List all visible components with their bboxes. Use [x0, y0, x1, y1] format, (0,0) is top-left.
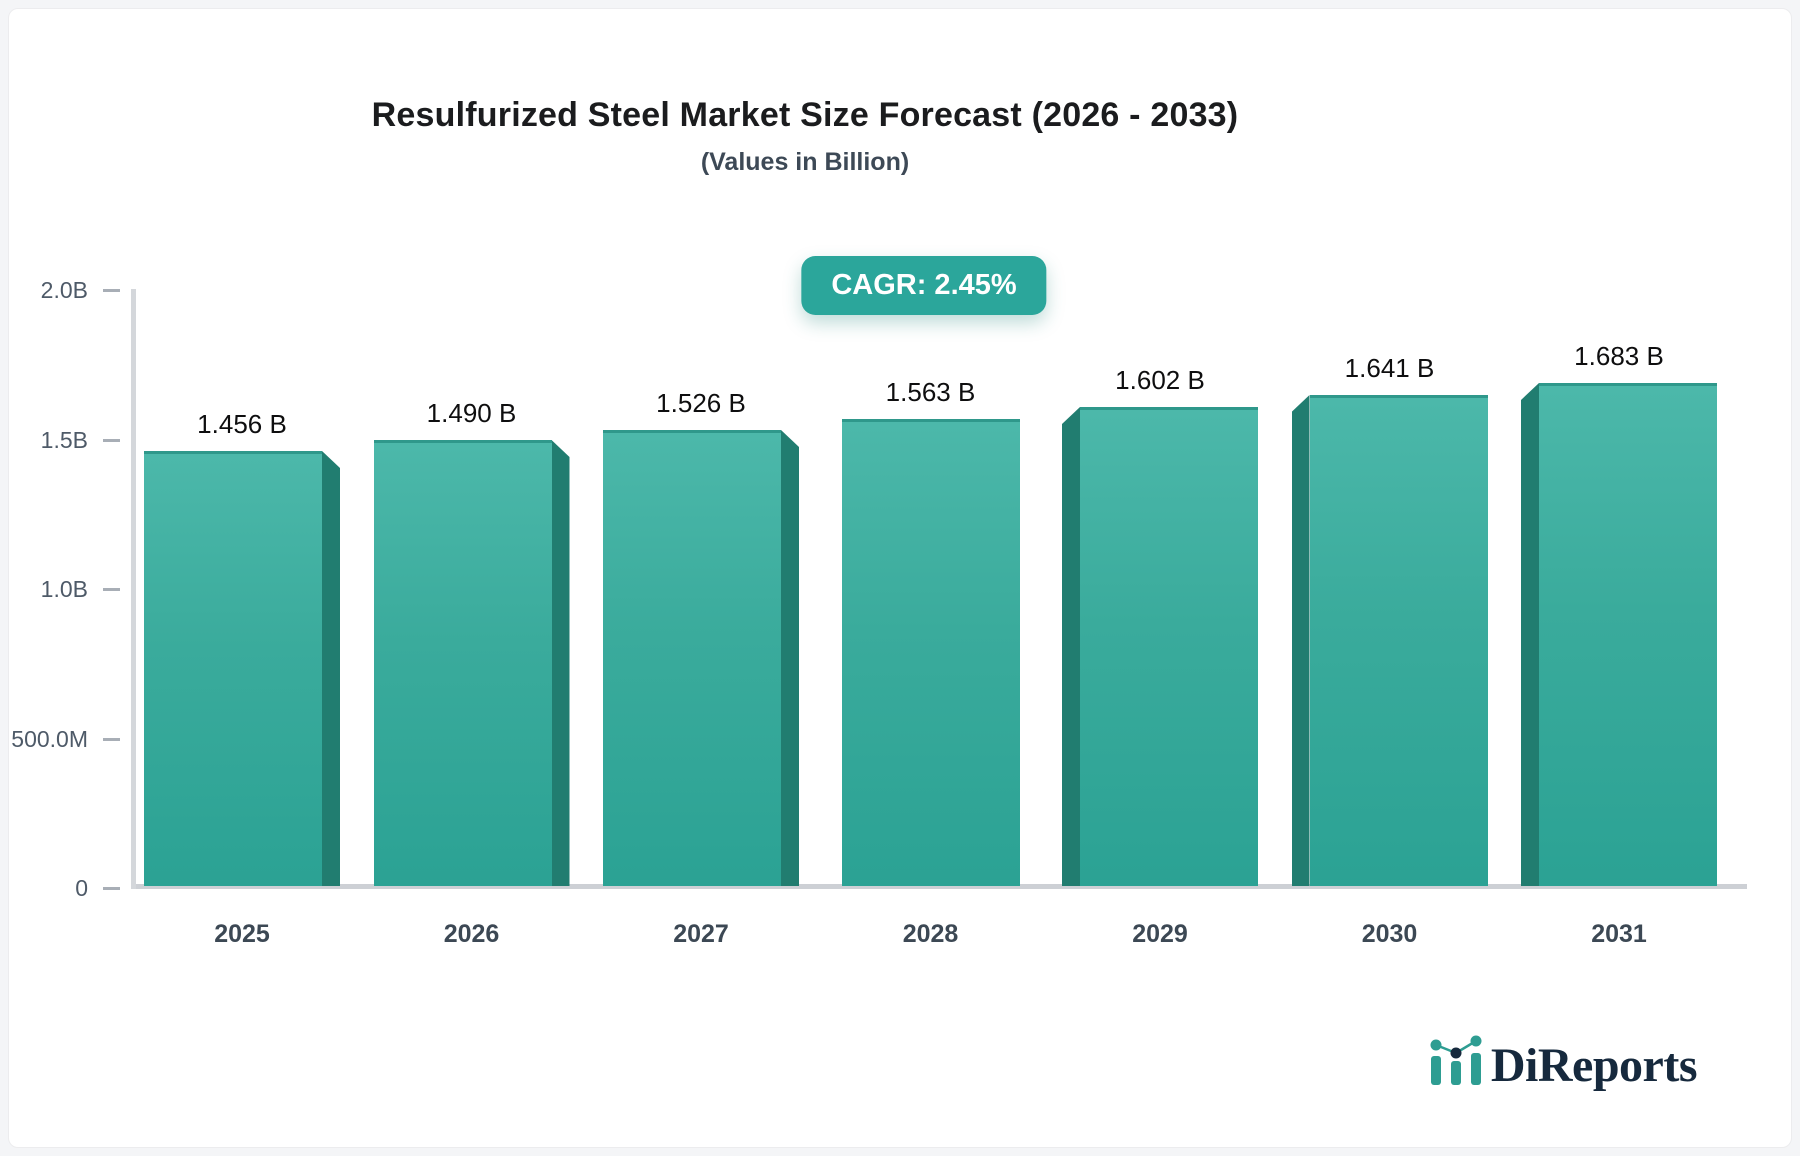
bar-3d-side — [781, 430, 799, 886]
y-tick-mark — [103, 737, 120, 741]
y-tick-label: 500.0M — [11, 725, 88, 752]
bar-face — [144, 451, 322, 886]
bar-value-label-2031: 1.683 B — [1574, 341, 1664, 371]
bar-3d-side — [551, 440, 570, 886]
y-tick-label: 1.5B — [40, 426, 88, 453]
bar-value-label-2029: 1.602 B — [1115, 365, 1205, 395]
y-tick-mark — [103, 588, 120, 591]
bar-3d-side — [1291, 395, 1310, 886]
x-tick-label-2028: 2028 — [902, 920, 959, 948]
bar-chart-logo-icon — [1430, 1035, 1482, 1085]
y-axis-line — [131, 289, 136, 889]
y-tick-label: 1.0B — [40, 576, 88, 602]
x-tick-label-2025: 2025 — [214, 920, 270, 948]
bar-3d-side — [1062, 407, 1080, 886]
bar-2027 — [603, 430, 799, 886]
x-tick-label-2029: 2029 — [1132, 920, 1188, 948]
bar-value-label-2030: 1.641 B — [1344, 353, 1435, 383]
bar-value-label-2027: 1.526 B — [656, 388, 746, 418]
bar-face — [1080, 407, 1258, 886]
bar-value-label-2026: 1.490 B — [426, 398, 517, 428]
bar-face — [841, 419, 1020, 886]
chart-subtitle: (Values in Billion) — [700, 148, 910, 176]
x-tick-label-2027: 2027 — [673, 920, 729, 948]
bar-2025 — [144, 451, 340, 886]
bar-3d-side — [322, 451, 340, 886]
chart-title: Resulfurized Steel Market Size Forecast … — [371, 96, 1239, 134]
x-tick-label-2026: 2026 — [443, 920, 500, 948]
y-tick-mark — [103, 438, 120, 442]
x-axis-line — [131, 884, 1747, 889]
bar-2026 — [373, 440, 570, 886]
bar-3d-side — [1521, 383, 1539, 886]
y-tick-label: 0 — [75, 875, 88, 901]
bar-face — [1539, 383, 1717, 886]
direports-logo: DiReports — [1428, 1028, 1698, 1092]
bar-value-label-2028: 1.563 B — [885, 377, 976, 407]
y-tick-mark — [103, 289, 120, 292]
bar-2031 — [1521, 383, 1717, 886]
y-tick-mark — [103, 887, 120, 890]
bar-face — [603, 430, 781, 886]
bar-2030 — [1291, 395, 1488, 886]
bar-face — [373, 440, 552, 886]
bar-face — [1309, 395, 1488, 886]
x-tick-label-2031: 2031 — [1591, 920, 1647, 948]
y-tick-label: 2.0B — [40, 277, 88, 303]
cagr-badge: CAGR: 2.45% — [801, 256, 1047, 315]
logo-text: DiReports — [1490, 1039, 1698, 1092]
bar-value-label-2025: 1.456 B — [197, 409, 287, 439]
x-tick-label-2030: 2030 — [1361, 920, 1418, 948]
bar-2029 — [1062, 407, 1258, 886]
bar-2028 — [841, 419, 1020, 886]
